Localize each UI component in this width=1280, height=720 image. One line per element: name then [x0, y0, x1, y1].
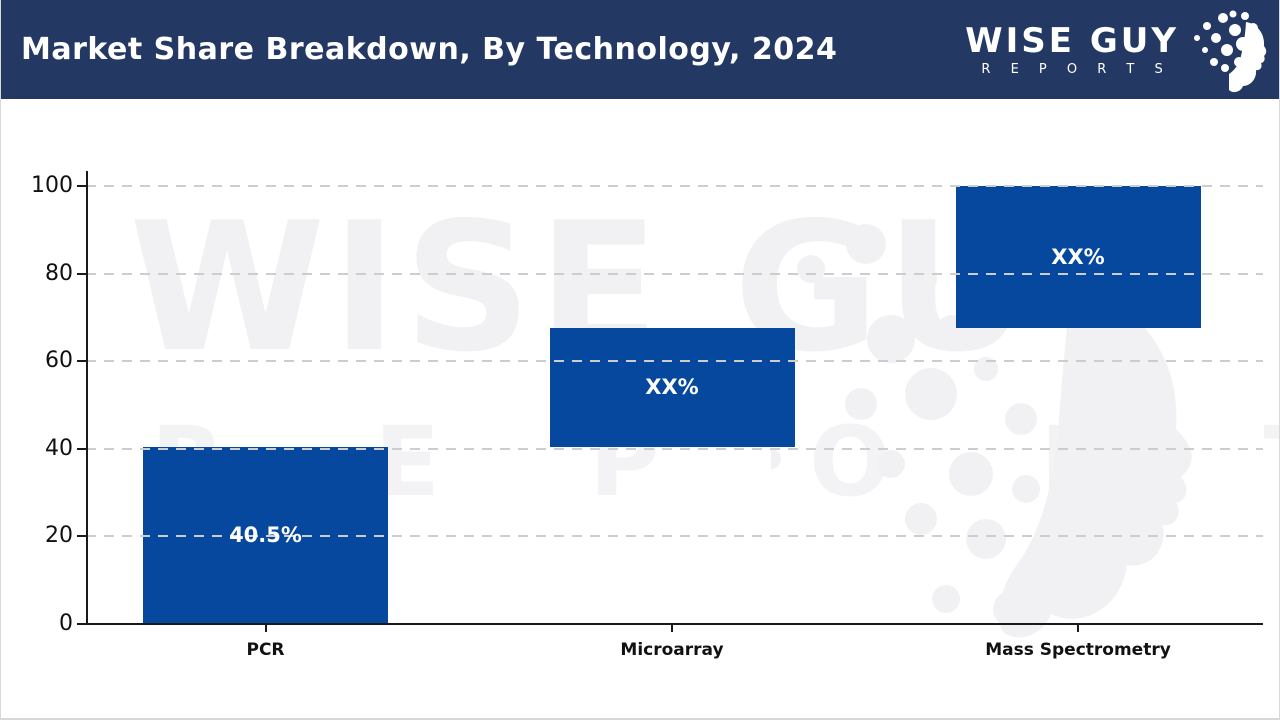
plot-area: WISE GUY R E P O R T S 02040608010040.5%…: [1, 99, 1279, 713]
category-label-microarray: Microarray: [620, 640, 724, 660]
ytick-mark-40: [77, 447, 86, 450]
gridline-40: [86, 447, 1263, 450]
bottom-border: [1, 718, 1279, 720]
xtick-mark-3: [1077, 624, 1079, 632]
wiseguy-logo: WISE GUY R E P O R T S: [965, 4, 1267, 96]
gridline-100: [86, 185, 1263, 187]
ytick-mark-20: [77, 535, 86, 538]
ytick-mark-60: [77, 360, 86, 363]
gridline-60: [86, 360, 1263, 363]
logo-head-icon: [1194, 10, 1267, 92]
bar-value-label: XX%: [1051, 245, 1105, 270]
ytick-mark-0: [77, 623, 86, 625]
gridline-20: [86, 535, 1263, 538]
page-title: Market Share Breakdown, By Technology, 2…: [21, 32, 838, 67]
logo-wordmark: WISE GUY: [965, 20, 1179, 61]
x-axis-line: [86, 623, 1263, 625]
logo-text: WISE GUY R E P O R T S: [965, 24, 1179, 76]
bar-pcr: [143, 446, 388, 624]
bar-microarray: [549, 328, 795, 447]
y-axis-line: [86, 171, 88, 625]
ytick-label-80: 80: [45, 260, 73, 286]
ytick-label-40: 40: [45, 435, 73, 461]
ytick-label-60: 60: [45, 348, 73, 374]
xtick-mark-1: [264, 624, 267, 632]
ytick-label-0: 0: [59, 611, 73, 636]
category-label-mass-spectrometry: Mass Spectrometry: [985, 640, 1171, 660]
gridline-80: [86, 272, 1263, 275]
ytick-label-20: 20: [45, 523, 73, 549]
logo-subtitle: R E P O R T S: [981, 61, 1171, 77]
header-bar: Market Share Breakdown, By Technology, 2…: [1, 0, 1279, 99]
ytick-mark-80: [77, 272, 86, 275]
ytick-mark-100: [77, 185, 86, 187]
bar-value-label: XX%: [645, 375, 699, 400]
category-label-pcr: PCR: [246, 640, 285, 660]
bar-value-label: 40.5%: [229, 523, 302, 548]
ytick-label-100: 100: [31, 173, 73, 198]
xtick-mark-2: [671, 624, 673, 632]
